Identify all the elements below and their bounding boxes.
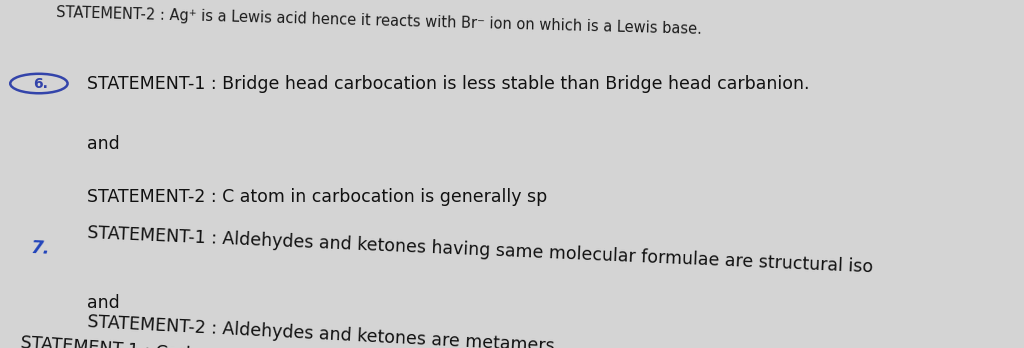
- Text: 7.: 7.: [31, 239, 51, 258]
- Text: STATEMENT-2 : Ag⁺ is a Lewis acid hence it reacts with Br⁻ ion on which is a Lew: STATEMENT-2 : Ag⁺ is a Lewis acid hence …: [56, 5, 702, 37]
- Text: and: and: [87, 294, 120, 312]
- Text: STATEMENT-1 : Aldehydes and ketones having same molecular formulae are structura: STATEMENT-1 : Aldehydes and ketones havi…: [87, 224, 873, 277]
- Text: STATEMENT-1 : Bridge head carbocation is less stable than Bridge head carbanion.: STATEMENT-1 : Bridge head carbocation is…: [87, 74, 810, 93]
- Text: STATEMENT-1 : Carbocationic rearrangement is known as electrophilic rearrangemen: STATEMENT-1 : Carbocationic rearrangemen…: [20, 334, 775, 348]
- Text: 6.: 6.: [34, 77, 48, 90]
- Text: STATEMENT-2 : Aldehydes and ketones are metamers.: STATEMENT-2 : Aldehydes and ketones are …: [87, 313, 560, 348]
- Text: and: and: [87, 135, 120, 153]
- Text: STATEMENT-2 : C atom in carbocation is generally sp: STATEMENT-2 : C atom in carbocation is g…: [87, 188, 547, 206]
